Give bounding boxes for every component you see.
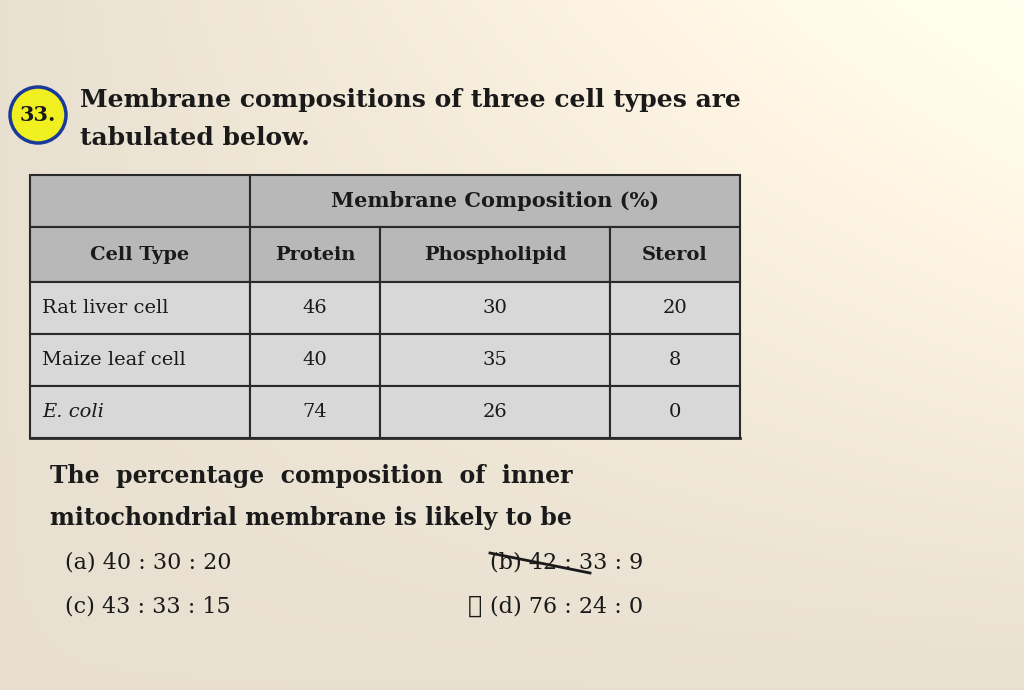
Bar <box>380 227 610 282</box>
Text: 0: 0 <box>669 403 681 421</box>
Bar <box>30 175 250 227</box>
Text: 40: 40 <box>303 351 328 369</box>
Bar <box>610 227 740 282</box>
Bar <box>250 227 380 282</box>
Text: The  percentage  composition  of  inner: The percentage composition of inner <box>50 464 572 488</box>
Bar <box>610 282 740 334</box>
Bar <box>610 334 740 386</box>
Text: Cell Type: Cell Type <box>90 246 189 264</box>
Text: Sterol: Sterol <box>642 246 708 264</box>
Text: Membrane Composition (%): Membrane Composition (%) <box>331 191 659 211</box>
Text: Maize leaf cell: Maize leaf cell <box>42 351 185 369</box>
Text: 8: 8 <box>669 351 681 369</box>
Bar <box>30 282 250 334</box>
Text: Protein: Protein <box>274 246 355 264</box>
Text: 26: 26 <box>482 403 507 421</box>
Bar <box>250 282 380 334</box>
Text: 30: 30 <box>482 299 508 317</box>
Text: (c) 43 : 33 : 15: (c) 43 : 33 : 15 <box>65 595 230 617</box>
Text: 35: 35 <box>482 351 508 369</box>
Bar <box>30 386 250 438</box>
Bar <box>30 334 250 386</box>
Bar <box>250 386 380 438</box>
Text: (d) 76 : 24 : 0: (d) 76 : 24 : 0 <box>490 595 643 617</box>
Text: ✓: ✓ <box>468 595 482 618</box>
Bar <box>380 386 610 438</box>
Text: E. coli: E. coli <box>42 403 103 421</box>
Text: Rat liver cell: Rat liver cell <box>42 299 169 317</box>
Text: 20: 20 <box>663 299 687 317</box>
Bar <box>30 227 250 282</box>
Bar <box>610 386 740 438</box>
Text: (a) 40 : 30 : 20: (a) 40 : 30 : 20 <box>65 552 231 574</box>
Bar <box>380 334 610 386</box>
Text: 46: 46 <box>303 299 328 317</box>
Bar <box>250 175 740 227</box>
Text: (b) 42 : 33 : 9: (b) 42 : 33 : 9 <box>490 552 643 574</box>
Bar <box>380 282 610 334</box>
Text: 74: 74 <box>303 403 328 421</box>
Text: Membrane compositions of three cell types are: Membrane compositions of three cell type… <box>80 88 741 112</box>
Text: tabulated below.: tabulated below. <box>80 126 309 150</box>
Circle shape <box>10 87 66 143</box>
Text: 33.: 33. <box>19 105 56 125</box>
Text: mitochondrial membrane is likely to be: mitochondrial membrane is likely to be <box>50 506 571 530</box>
Text: Phospholipid: Phospholipid <box>424 246 566 264</box>
Bar <box>250 334 380 386</box>
